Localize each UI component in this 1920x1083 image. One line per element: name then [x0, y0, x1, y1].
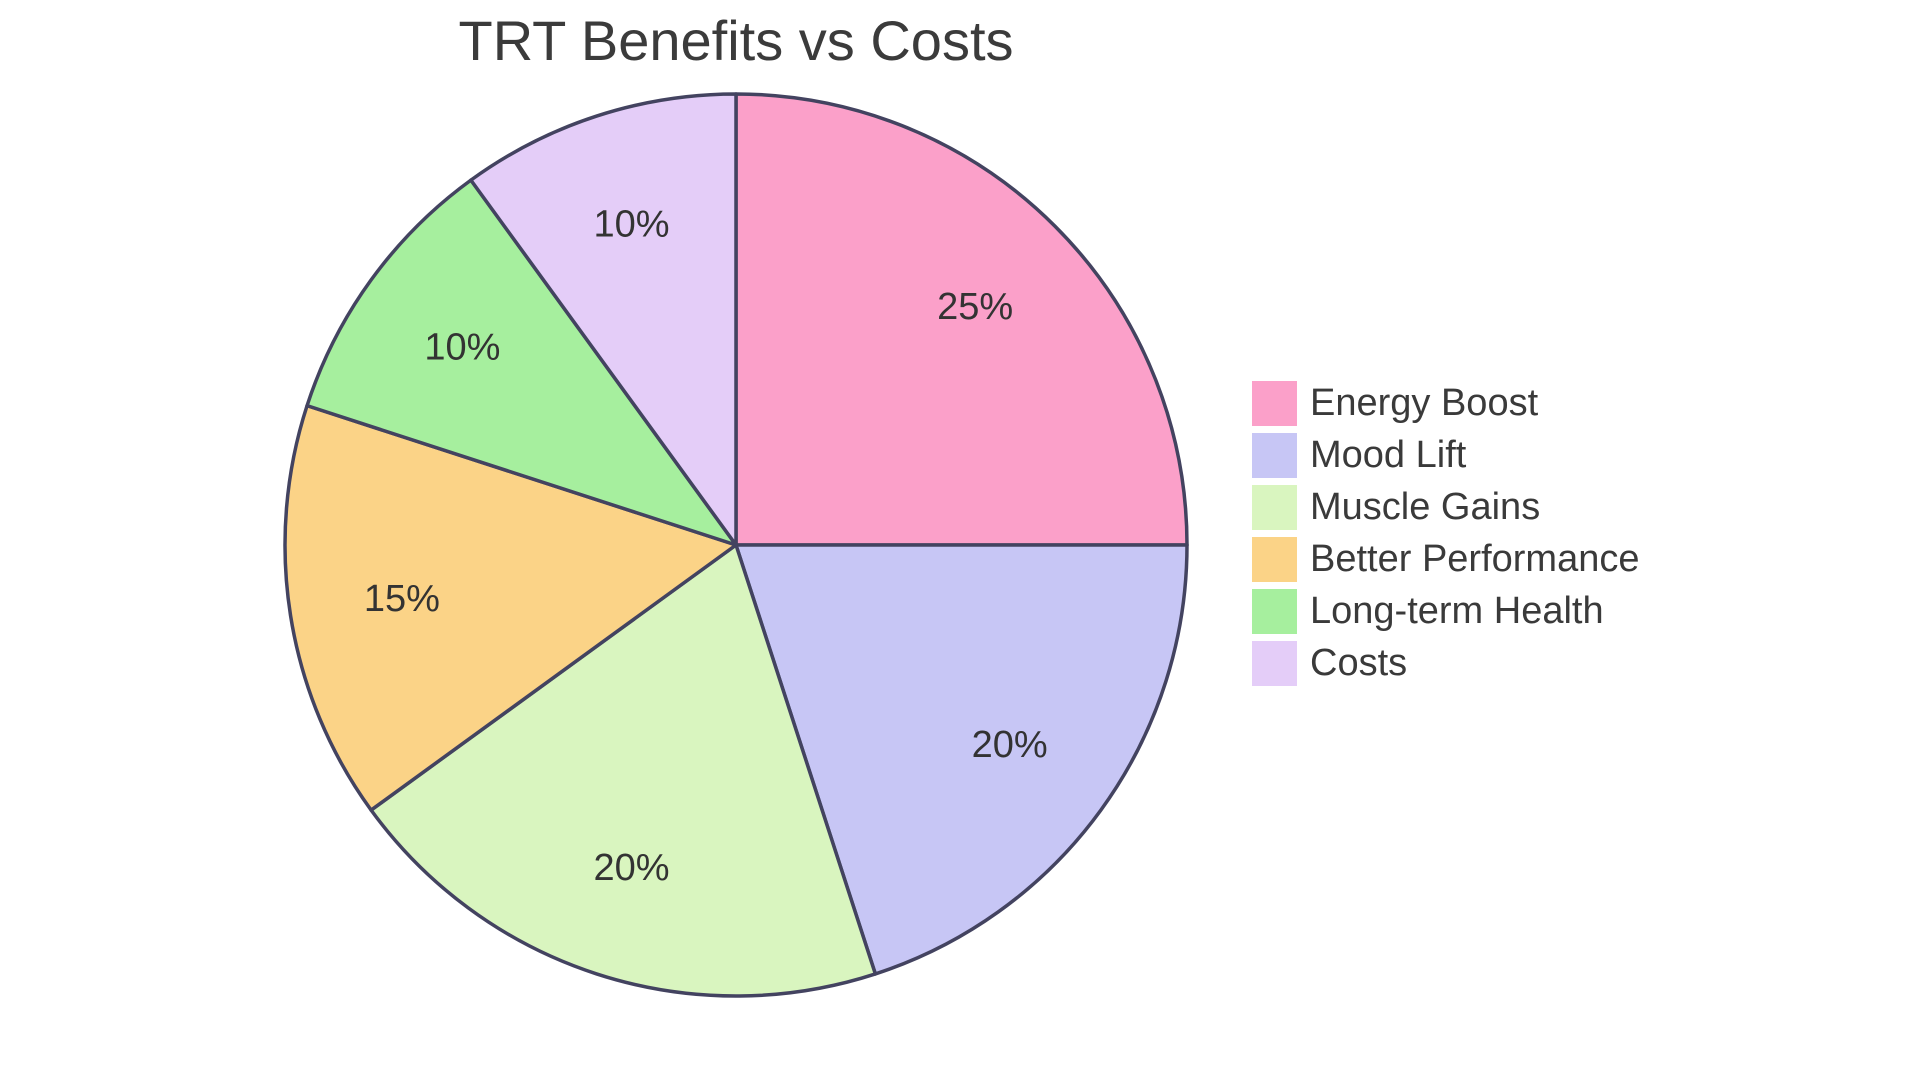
- legend-swatch-costs: [1252, 641, 1297, 686]
- legend-label-long-term-health: Long-term Health: [1310, 590, 1604, 632]
- pie-slice-mood-lift[interactable]: [734, 543, 1189, 976]
- legend-item-mood-lift[interactable]: Mood Lift: [1252, 433, 1639, 478]
- chart-title: TRT Benefits vs Costs: [458, 9, 1014, 72]
- legend-item-muscle-gains[interactable]: Muscle Gains: [1252, 485, 1639, 530]
- legend-swatch-energy-boost: [1252, 381, 1297, 426]
- pie-slice-long-term-health[interactable]: [305, 178, 738, 547]
- legend-swatch-mood-lift: [1252, 433, 1297, 478]
- slice-percent-label-long-term-health: 10%: [424, 326, 500, 368]
- slice-percent-label-costs: 10%: [593, 204, 669, 246]
- legend-label-mood-lift: Mood Lift: [1310, 434, 1467, 476]
- slice-percent-label-energy-boost: 25%: [937, 286, 1013, 328]
- legend-item-long-term-health[interactable]: Long-term Health: [1252, 589, 1639, 634]
- legend: Energy Boost Mood Lift Muscle Gains Better …: [1252, 381, 1639, 693]
- legend-item-energy-boost[interactable]: Energy Boost: [1252, 381, 1639, 426]
- legend-swatch-long-term-health: [1252, 589, 1297, 634]
- pie-slice-muscle-gains[interactable]: [369, 543, 878, 998]
- pie-slice-energy-boost[interactable]: [734, 92, 1189, 547]
- legend-label-costs: Costs: [1310, 642, 1408, 684]
- legend-label-better-performance: Better Performance: [1310, 538, 1640, 580]
- pie-slice-costs[interactable]: [469, 92, 738, 547]
- legend-swatch-muscle-gains: [1252, 485, 1297, 530]
- pie-slice-better-performance[interactable]: [283, 403, 738, 812]
- legend-label-energy-boost: Energy Boost: [1310, 382, 1539, 424]
- slice-percent-label-better-performance: 15%: [364, 578, 440, 620]
- slice-percent-label-mood-lift: 20%: [972, 724, 1048, 766]
- slice-percent-label-muscle-gains: 20%: [593, 847, 669, 889]
- legend-item-better-performance[interactable]: Better Performance: [1252, 537, 1639, 582]
- legend-item-costs[interactable]: Costs: [1252, 641, 1639, 686]
- legend-label-muscle-gains: Muscle Gains: [1310, 486, 1541, 528]
- legend-swatch-better-performance: [1252, 537, 1297, 582]
